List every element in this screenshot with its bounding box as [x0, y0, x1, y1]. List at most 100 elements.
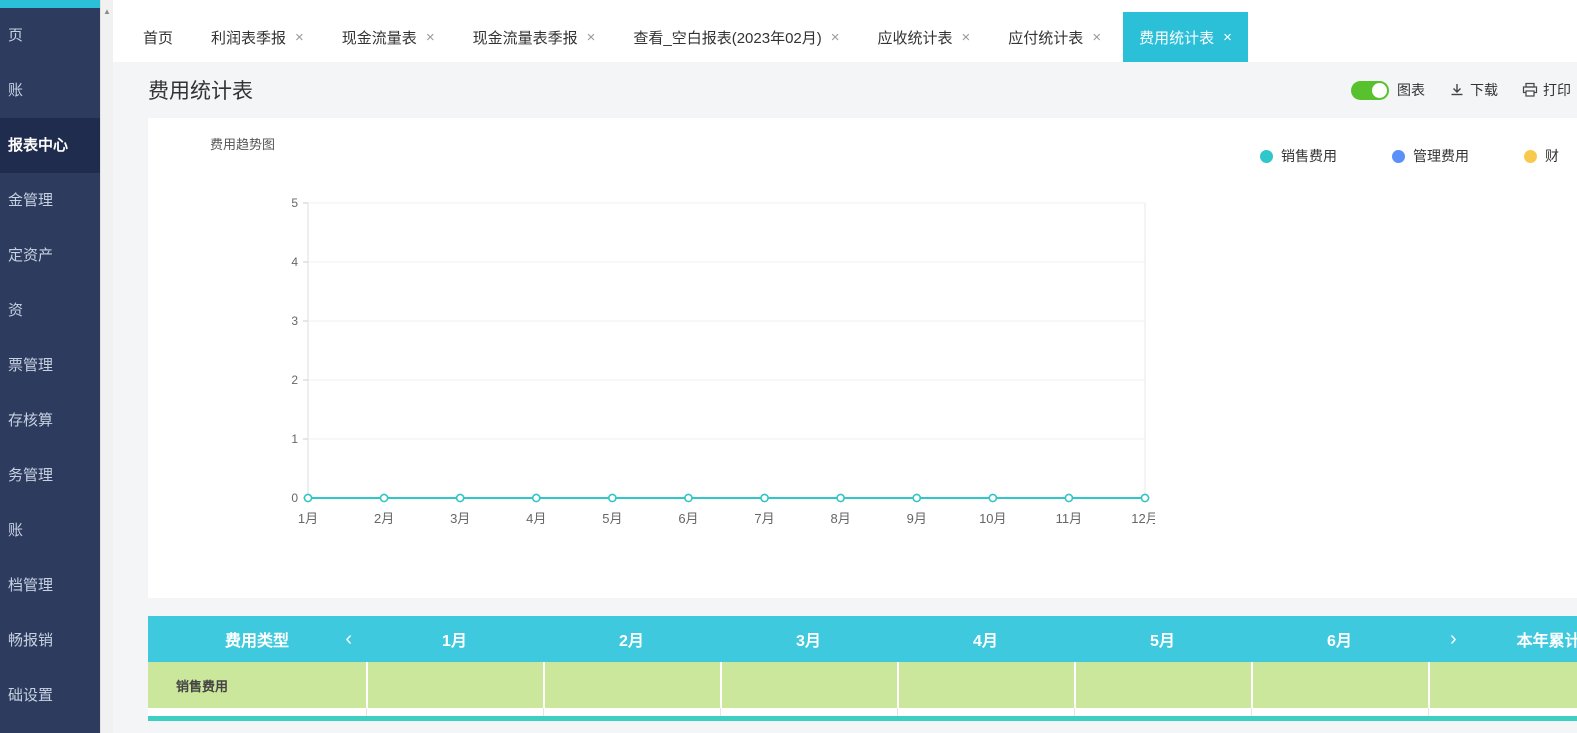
close-icon[interactable]: ×: [1092, 28, 1102, 46]
close-icon[interactable]: ×: [1223, 28, 1232, 46]
title-row: 费用统计表 图表 下载: [148, 62, 1577, 118]
sidebar-item-settings[interactable]: 础设置: [8, 687, 54, 704]
legend-dot: [1392, 149, 1405, 163]
sidebar-item-tax[interactable]: 务管理: [8, 467, 54, 484]
cell-year-total: [1428, 662, 1577, 708]
toolbar: 图表 下载 打印: [1351, 80, 1571, 100]
header-year-total: › 本年累计: [1428, 627, 1577, 651]
tab-blank-report[interactable]: 查看_空白报表(2023年02月) ×: [617, 12, 855, 62]
sidebar-menu: 页 账 报表中心 金管理 定资产 资 票管理 存核算 务管理 账 档管理 畅报销…: [0, 8, 100, 723]
tab-home[interactable]: 首页: [127, 12, 189, 62]
cell-month-4: [897, 662, 1074, 708]
prev-months-icon[interactable]: ‹: [345, 628, 352, 650]
tab-label: 费用统计表: [1139, 29, 1215, 47]
header-month-1: 1月: [442, 633, 467, 650]
scrollbar-up-icon[interactable]: ▲: [103, 7, 111, 16]
svg-text:7月: 7月: [754, 511, 774, 526]
cell: [1251, 708, 1428, 716]
svg-text:9月: 9月: [907, 511, 927, 526]
tab-label: 首页: [143, 29, 174, 47]
svg-text:8月: 8月: [831, 511, 851, 526]
table-row-partial: [148, 708, 1577, 716]
sidebar-top-accent: [0, 0, 100, 8]
sidebar-item-fixed-assets[interactable]: 定资产: [8, 247, 54, 264]
cell: [1428, 708, 1577, 716]
legend-dot: [1524, 149, 1537, 163]
page-title: 费用统计表: [148, 80, 253, 103]
header-expense-type: 费用类型 ‹: [148, 627, 366, 651]
chart-title: 费用趋势图: [210, 137, 276, 152]
table-header-row: 费用类型 ‹ 1月 2月 3月 4月 5月 6月 › 本年累计: [148, 616, 1577, 662]
cell-month-3: [720, 662, 897, 708]
header-month-4: 4月: [973, 633, 998, 650]
cell: [148, 708, 366, 716]
chart-toggle-label: 图表: [1397, 82, 1425, 98]
close-icon[interactable]: ×: [425, 28, 435, 46]
legend-label: 管理费用: [1413, 148, 1469, 164]
svg-text:1月: 1月: [298, 511, 318, 526]
tab-label: 应收统计表: [877, 29, 953, 47]
legend-item-sales-expense[interactable]: 销售费用: [1260, 146, 1337, 166]
sidebar-item-archives[interactable]: 档管理: [8, 577, 54, 594]
cell-month-2: [543, 662, 720, 708]
sidebar: 页 账 报表中心 金管理 定资产 资 票管理 存核算 务管理 账 档管理 畅报销…: [0, 0, 100, 733]
tab-expense-stats[interactable]: 费用统计表 ×: [1123, 12, 1248, 62]
tab-receivables-stats[interactable]: 应收统计表 ×: [862, 12, 987, 62]
sidebar-item-home[interactable]: 页: [8, 27, 24, 44]
sidebar-item-closing[interactable]: 账: [8, 522, 24, 539]
tab-payables-stats[interactable]: 应付统计表 ×: [992, 12, 1117, 62]
close-icon[interactable]: ×: [295, 28, 304, 46]
table-row-sales-expense[interactable]: 销售费用: [148, 662, 1577, 708]
print-label: 打印: [1543, 82, 1571, 98]
legend-item-finance-expense[interactable]: 财: [1524, 146, 1559, 166]
svg-text:4: 4: [291, 255, 298, 269]
legend-item-admin-expense[interactable]: 管理费用: [1392, 146, 1469, 166]
cell: [543, 708, 720, 716]
legend-label: 财: [1545, 148, 1559, 164]
close-icon[interactable]: ×: [586, 28, 596, 46]
header-month-5: 5月: [1150, 633, 1175, 650]
sidebar-item-funds[interactable]: 金管理: [8, 192, 54, 209]
sidebar-item-payroll[interactable]: 资: [8, 302, 24, 319]
cell-month-6: [1251, 662, 1428, 708]
header-month-3: 3月: [796, 633, 821, 650]
sidebar-item-inventory[interactable]: 存核算: [8, 412, 54, 429]
chart-view-toggle[interactable]: [1351, 80, 1389, 100]
header-label: 费用类型: [224, 633, 289, 650]
cell-month-1: [366, 662, 543, 708]
row-label: 销售费用: [176, 678, 229, 694]
close-icon[interactable]: ×: [961, 28, 971, 46]
expense-trend-line-chart: 0 1 2 3 4 5 1月 2月 3月 4月 5月 6月 7月 8月 9月 10月 11月 12月: [291, 196, 1155, 526]
print-button[interactable]: 打印: [1522, 80, 1571, 100]
close-icon[interactable]: ×: [830, 28, 840, 46]
header-month-2: 2月: [619, 633, 644, 650]
sidebar-item-expense-claims[interactable]: 畅报销: [8, 632, 54, 649]
sidebar-scrollbar[interactable]: ▲: [100, 0, 113, 733]
tab-bar: 首页 利润表季报 × 现金流量表 × 现金流量表季报 × 查看_空白报表(202…: [113, 0, 1577, 62]
legend-label: 销售费用: [1281, 148, 1337, 164]
tab-label: 利润表季报: [211, 29, 287, 47]
cell: [897, 708, 1074, 716]
svg-text:5月: 5月: [602, 511, 622, 526]
header-month-6: 6月: [1327, 633, 1352, 650]
cell: [1074, 708, 1251, 716]
toggle-knob: [1372, 82, 1387, 98]
cell-month-5: [1074, 662, 1251, 708]
tab-cashflow-quarterly[interactable]: 现金流量表季报 ×: [457, 12, 612, 62]
sidebar-item-report-center[interactable]: 报表中心: [0, 118, 100, 173]
svg-text:3月: 3月: [450, 511, 470, 526]
cell: [720, 708, 897, 716]
svg-text:4月: 4月: [526, 511, 546, 526]
download-button[interactable]: 下载: [1449, 80, 1498, 100]
main-area: 首页 利润表季报 × 现金流量表 × 现金流量表季报 × 查看_空白报表(202…: [113, 0, 1577, 733]
tab-cashflow[interactable]: 现金流量表 ×: [326, 12, 451, 62]
svg-text:10月: 10月: [979, 511, 1006, 526]
tab-profit-quarterly[interactable]: 利润表季报 ×: [195, 12, 320, 62]
sidebar-item-ledger[interactable]: 账: [8, 82, 24, 99]
sidebar-item-invoices[interactable]: 票管理: [8, 357, 54, 374]
download-icon: [1451, 84, 1463, 96]
svg-text:6月: 6月: [678, 511, 698, 526]
next-months-icon[interactable]: ›: [1450, 628, 1457, 650]
header-label: 本年累计: [1516, 633, 1577, 650]
svg-text:2: 2: [291, 373, 298, 387]
